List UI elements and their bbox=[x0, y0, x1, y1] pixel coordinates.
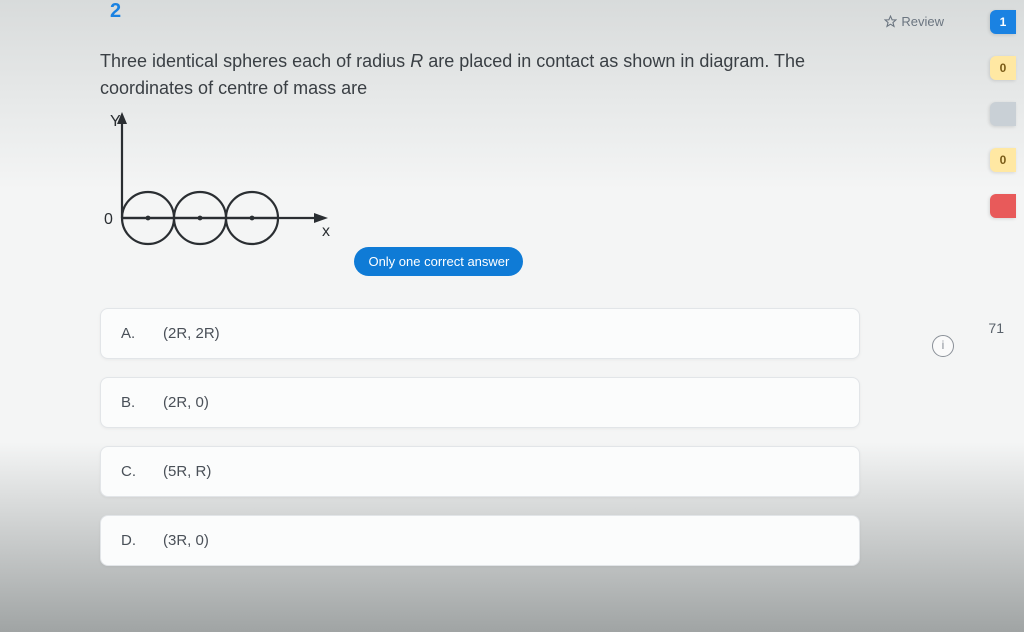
option-letter: A. bbox=[121, 325, 139, 342]
side-chip[interactable] bbox=[990, 102, 1016, 126]
answer-type-pill: Only one correct answer bbox=[354, 247, 523, 276]
option-letter: D. bbox=[121, 532, 139, 549]
star-icon bbox=[884, 15, 897, 28]
review-link[interactable]: Review bbox=[884, 14, 944, 29]
side-chip[interactable]: 0 bbox=[990, 148, 1016, 172]
option-c[interactable]: C. (5R, R) bbox=[100, 446, 860, 497]
side-chip[interactable] bbox=[990, 194, 1016, 218]
option-letter: C. bbox=[121, 463, 139, 480]
side-chip[interactable]: 0 bbox=[990, 56, 1016, 80]
option-a[interactable]: A. (2R, 2R) bbox=[100, 308, 860, 359]
side-chip-rail: 1 0 0 bbox=[990, 10, 1016, 218]
spheres-diagram: Y x 0 bbox=[90, 108, 350, 248]
option-text: (2R, 0) bbox=[163, 394, 209, 411]
question-number: 2 bbox=[110, 0, 121, 23]
percent-indicator: 71 bbox=[988, 320, 1004, 336]
origin-label: 0 bbox=[104, 211, 113, 228]
option-b[interactable]: B. (2R, 0) bbox=[100, 377, 860, 428]
question-text-pre: Three identical spheres each of radius bbox=[100, 51, 410, 71]
axis-y-label: Y bbox=[110, 113, 121, 130]
hint-icon[interactable]: i bbox=[932, 335, 954, 357]
question-text: Three identical spheres each of radius R… bbox=[100, 48, 820, 102]
option-letter: B. bbox=[121, 394, 139, 411]
axis-x-label: x bbox=[322, 223, 330, 240]
options-list: A. (2R, 2R) B. (2R, 0) C. (5R, R) D. (3R… bbox=[100, 308, 860, 566]
option-text: (5R, R) bbox=[163, 463, 211, 480]
review-label: Review bbox=[901, 14, 944, 29]
side-chip[interactable]: 1 bbox=[990, 10, 1016, 34]
option-d[interactable]: D. (3R, 0) bbox=[100, 515, 860, 566]
option-text: (2R, 2R) bbox=[163, 325, 220, 342]
question-screen: 2 Review 1 0 0 71 Three identical sphere… bbox=[0, 0, 1024, 632]
option-text: (3R, 0) bbox=[163, 532, 209, 549]
question-variable: R bbox=[410, 51, 423, 71]
